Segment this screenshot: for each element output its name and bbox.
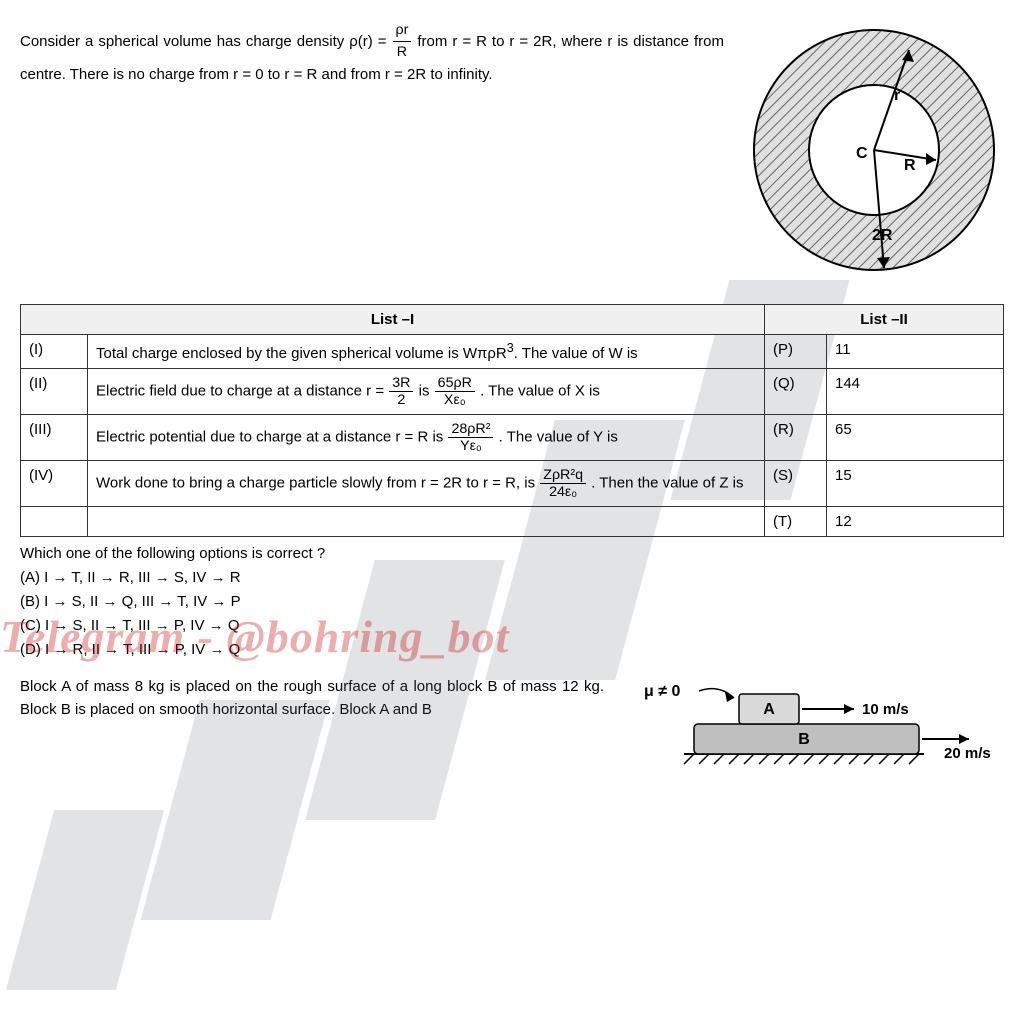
label-r: r bbox=[894, 87, 900, 104]
desc-2: Electric field due to charge at a distan… bbox=[88, 369, 765, 415]
table-row: (T) 12 bbox=[21, 507, 1004, 537]
problem-intro: Consider a spherical volume has charge d… bbox=[20, 20, 1004, 284]
head-list1: List –I bbox=[21, 305, 765, 335]
desc-3: Electric potential due to charge at a di… bbox=[88, 415, 765, 461]
table-row: (II) Electric field due to charge at a d… bbox=[21, 369, 1004, 415]
question-2: Block A of mass 8 kg is placed on the ro… bbox=[20, 676, 1004, 770]
match-table: List –I List –II (I) Total charge enclos… bbox=[20, 304, 1004, 537]
question-line: Which one of the following options is co… bbox=[20, 545, 1004, 562]
block-diagram: B A 10 m/s 20 m/s μ ≠ 0 bbox=[624, 676, 1004, 770]
table-row: (III) Electric potential due to charge a… bbox=[21, 415, 1004, 461]
label-C: C bbox=[856, 145, 868, 162]
svg-text:A: A bbox=[763, 701, 775, 718]
intro-frac: ρr R bbox=[393, 20, 412, 64]
desc-1: Total charge enclosed by the given spher… bbox=[88, 335, 765, 369]
svg-text:10 m/s: 10 m/s bbox=[862, 701, 909, 718]
label-2R: 2R bbox=[872, 227, 893, 244]
label-R: R bbox=[904, 157, 916, 174]
intro-line1a: Consider a spherical volume has charge d… bbox=[20, 33, 392, 50]
intro-text: Consider a spherical volume has charge d… bbox=[20, 20, 724, 86]
intro-line1b: from bbox=[417, 33, 447, 50]
svg-text:20 m/s: 20 m/s bbox=[944, 745, 991, 762]
sphere-diagram: r C R 2R bbox=[744, 20, 1004, 284]
head-list2: List –II bbox=[765, 305, 1004, 335]
svg-text:μ ≠ 0: μ ≠ 0 bbox=[644, 683, 680, 700]
desc-4: Work done to bring a charge particle slo… bbox=[88, 461, 765, 507]
table-row: (I) Total charge enclosed by the given s… bbox=[21, 335, 1004, 369]
svg-text:B: B bbox=[798, 731, 810, 748]
table-row: (IV) Work done to bring a charge particl… bbox=[21, 461, 1004, 507]
